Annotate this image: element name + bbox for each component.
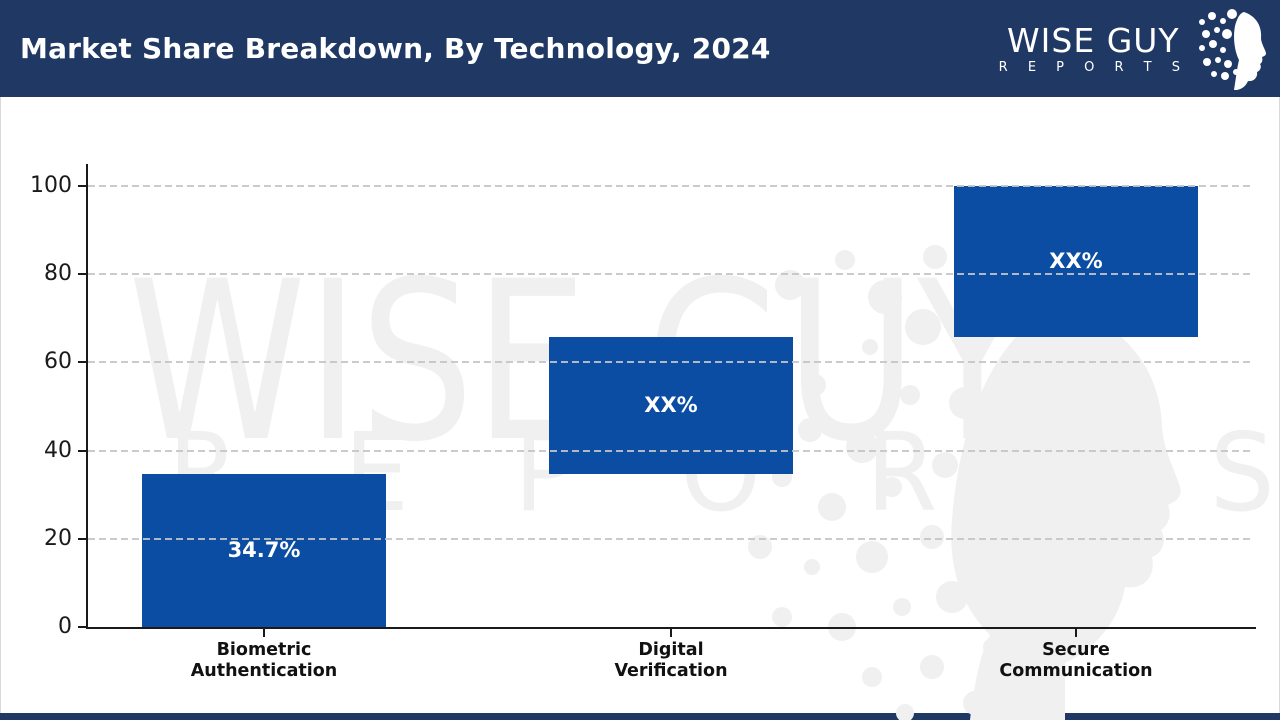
y-tick-label-100: 100 xyxy=(30,173,72,198)
logo-wordmark: WISE GUY xyxy=(1007,20,1180,60)
y-tick-label-20: 20 xyxy=(44,525,72,551)
logo-subtitle: R E P O R T S xyxy=(998,60,1188,76)
bar-value-label-2: XX% xyxy=(644,392,698,417)
footer-bar xyxy=(0,713,1280,720)
gridline-60 xyxy=(88,361,1254,364)
bar-value-label-3: XX% xyxy=(1049,248,1103,273)
bar-segment-1 xyxy=(142,473,386,627)
x-category-label-1: Biometric Authentication xyxy=(190,640,338,682)
y-tick-mark-0 xyxy=(78,626,86,628)
gridline-40 xyxy=(88,449,1254,452)
y-tick-label-60: 60 xyxy=(44,349,72,375)
x-tick-mark-3 xyxy=(1075,629,1077,637)
x-tick-mark-2 xyxy=(670,629,672,637)
gridline-100 xyxy=(88,185,1254,187)
y-tick-label-0: 0 xyxy=(58,614,72,639)
y-tick-mark-40 xyxy=(78,449,86,452)
y-axis-spine xyxy=(86,164,88,629)
brand-logo: WISE GUY R E P O R T S xyxy=(999,8,1266,90)
x-axis-spine xyxy=(86,627,1256,629)
y-tick-label-80: 80 xyxy=(44,261,72,287)
y-tick-mark-100 xyxy=(78,185,86,187)
bar-value-label-1: 34.7% xyxy=(227,537,301,562)
y-tick-mark-20 xyxy=(78,537,86,540)
y-tick-mark-80 xyxy=(78,273,86,276)
bar-segment-3 xyxy=(954,186,1198,337)
gridline-20 xyxy=(88,537,1254,540)
x-category-label-3: Secure Communication xyxy=(999,640,1153,682)
gridline-80 xyxy=(88,273,1254,276)
x-tick-mark-1 xyxy=(263,629,265,637)
x-category-label-2: Digital Verification xyxy=(614,640,728,682)
y-tick-mark-60 xyxy=(78,361,86,364)
page-title: Market Share Breakdown, By Technology, 2… xyxy=(20,32,771,65)
header-bar: Market Share Breakdown, By Technology, 2… xyxy=(0,0,1280,97)
logo-face-icon xyxy=(1199,9,1266,90)
y-tick-label-40: 40 xyxy=(44,437,72,463)
